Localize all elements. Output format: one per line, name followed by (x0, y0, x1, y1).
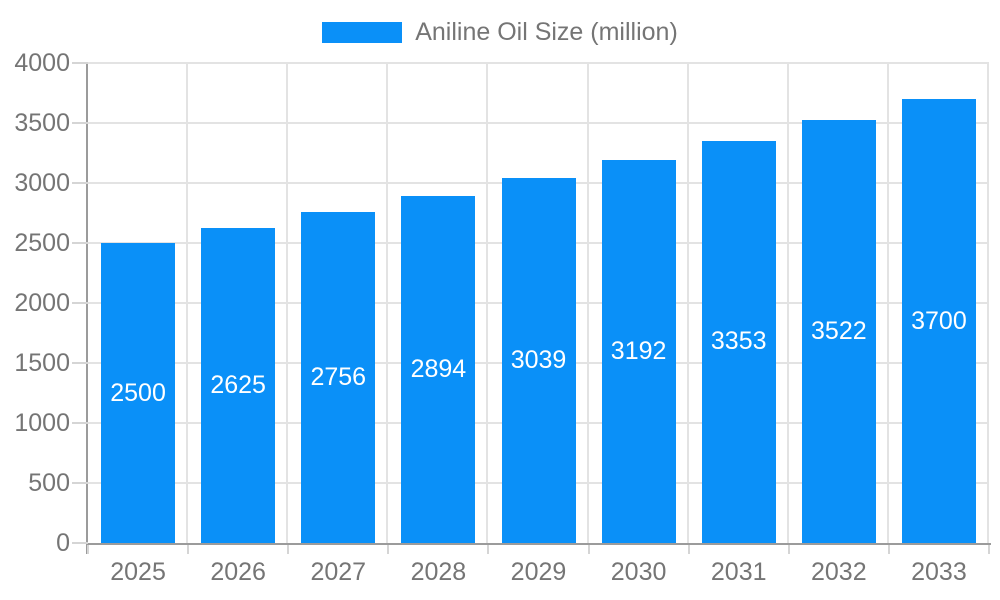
legend-label: Aniline Oil Size (million) (415, 18, 678, 46)
bar-2028[interactable]: 2894 (401, 195, 476, 543)
x-tick-6 (687, 545, 690, 554)
y-tick-label-500: 500 (28, 469, 70, 497)
y-tick-label-2000: 2000 (14, 289, 70, 317)
bar-2032[interactable]: 3522 (801, 120, 876, 543)
x-tick-label-2028: 2028 (410, 558, 467, 586)
y-tick-3500 (72, 122, 88, 124)
x-tick-5 (587, 545, 590, 554)
y-tick-label-3500: 3500 (14, 109, 70, 137)
bar-2031[interactable]: 3353 (701, 140, 776, 543)
x-tick-1 (187, 545, 190, 554)
y-tick-4000 (72, 62, 88, 64)
y-tick-1500 (72, 362, 88, 364)
y-axis-line (86, 63, 88, 554)
y-tick-label-4000: 4000 (14, 49, 70, 77)
gridline-vertical-7 (786, 63, 789, 543)
legend[interactable]: Aniline Oil Size (million) (0, 18, 1000, 46)
x-tick-label-2025: 2025 (110, 558, 166, 586)
y-tick-0 (72, 542, 88, 544)
bar-value-label-2031: 3353 (710, 327, 767, 356)
gridline-vertical-8 (886, 63, 889, 543)
bar-value-label-2030: 3192 (610, 336, 667, 365)
y-tick-500 (72, 482, 88, 484)
y-tick-label-3000: 3000 (14, 169, 70, 197)
x-tick-label-2029: 2029 (510, 558, 567, 586)
y-tick-label-2500: 2500 (14, 229, 70, 257)
x-tick-label-2030: 2030 (610, 558, 667, 586)
bar-2029[interactable]: 3039 (501, 178, 576, 543)
x-tick-4 (487, 545, 490, 554)
legend-swatch (322, 22, 403, 43)
gridline-vertical-4 (486, 63, 489, 543)
x-tick-3 (387, 545, 390, 554)
bar-2033[interactable]: 3700 (901, 99, 976, 543)
y-tick-2000 (72, 302, 88, 304)
x-tick-0 (87, 545, 89, 554)
x-tick-label-2031: 2031 (710, 558, 767, 586)
bar-2027[interactable]: 2756 (301, 212, 376, 543)
bar-2030[interactable]: 3192 (601, 159, 676, 543)
y-tick-2500 (72, 242, 88, 244)
y-tick-3000 (72, 182, 88, 184)
bar-value-label-2029: 3039 (510, 346, 567, 375)
gridline-vertical-3 (386, 63, 389, 543)
bar-value-label-2033: 3700 (911, 306, 967, 335)
x-tick-8 (887, 545, 890, 554)
gridline-vertical-1 (186, 63, 189, 543)
x-tick-2 (287, 545, 290, 554)
bar-2025[interactable]: 2500 (101, 243, 176, 543)
bar-2026[interactable]: 2625 (201, 228, 276, 543)
y-tick-label-1500: 1500 (14, 349, 70, 377)
bar-value-label-2026: 2625 (210, 371, 266, 399)
x-tick-label-2032: 2032 (811, 558, 867, 586)
bar-value-label-2028: 2894 (410, 354, 467, 383)
gridline-horizontal-4000 (88, 62, 989, 64)
gridline-vertical-6 (686, 63, 689, 543)
x-axis-line (88, 543, 991, 545)
gridline-horizontal-3500 (88, 122, 989, 124)
x-tick-9 (988, 545, 990, 554)
bar-value-label-2025: 2500 (110, 378, 166, 407)
y-tick-label-1000: 1000 (14, 409, 70, 437)
bar-value-label-2032: 3522 (811, 317, 867, 346)
x-tick-label-2026: 2026 (210, 558, 266, 586)
x-tick-label-2033: 2033 (911, 558, 967, 586)
bar-value-label-2027: 2756 (310, 363, 367, 392)
y-tick-label-0: 0 (56, 529, 70, 557)
x-tick-7 (787, 545, 790, 554)
gridline-vertical-5 (586, 63, 589, 543)
gridline-vertical-9 (987, 63, 989, 543)
x-tick-label-2027: 2027 (310, 558, 367, 586)
gridline-vertical-2 (286, 63, 289, 543)
y-tick-1000 (72, 422, 88, 424)
